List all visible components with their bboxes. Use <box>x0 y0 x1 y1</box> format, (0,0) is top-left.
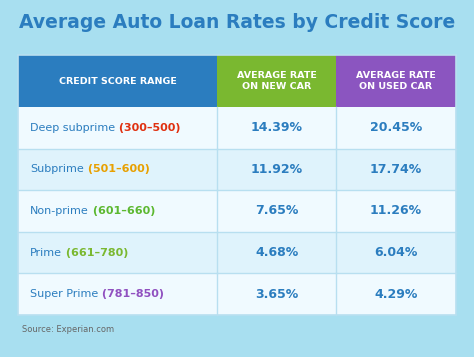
Text: Prime: Prime <box>30 248 62 258</box>
Text: 17.74%: 17.74% <box>370 163 422 176</box>
Text: 3.65%: 3.65% <box>255 288 299 301</box>
Text: 6.04%: 6.04% <box>374 246 418 259</box>
Text: 14.39%: 14.39% <box>251 121 303 134</box>
Text: AVERAGE RATE
ON USED CAR: AVERAGE RATE ON USED CAR <box>356 71 436 91</box>
Bar <box>18 55 456 315</box>
Text: 4.68%: 4.68% <box>255 246 299 259</box>
Text: (661–780): (661–780) <box>62 248 128 258</box>
Text: Deep subprime: Deep subprime <box>30 123 115 133</box>
Bar <box>18 55 217 107</box>
Text: (781–850): (781–850) <box>98 289 164 299</box>
Bar <box>217 55 337 107</box>
Text: 7.65%: 7.65% <box>255 205 299 217</box>
Bar <box>18 149 456 190</box>
Text: (501–600): (501–600) <box>84 165 150 175</box>
Bar <box>18 232 456 273</box>
Bar <box>18 190 456 232</box>
Text: (300–500): (300–500) <box>115 123 181 133</box>
Text: 11.92%: 11.92% <box>251 163 303 176</box>
Bar <box>337 55 456 107</box>
Text: Non-prime: Non-prime <box>30 206 89 216</box>
Text: AVERAGE RATE
ON NEW CAR: AVERAGE RATE ON NEW CAR <box>237 71 317 91</box>
Text: Super Prime: Super Prime <box>30 289 98 299</box>
Text: 4.29%: 4.29% <box>374 288 418 301</box>
Text: 20.45%: 20.45% <box>370 121 422 134</box>
Text: Subprime: Subprime <box>30 165 84 175</box>
Text: Source: Experian.com: Source: Experian.com <box>22 325 114 333</box>
Text: Average Auto Loan Rates by Credit Score: Average Auto Loan Rates by Credit Score <box>19 12 455 31</box>
Text: CREDIT SCORE RANGE: CREDIT SCORE RANGE <box>59 76 177 85</box>
Text: (601–660): (601–660) <box>89 206 155 216</box>
Bar <box>18 107 456 149</box>
Bar <box>18 273 456 315</box>
Text: 11.26%: 11.26% <box>370 205 422 217</box>
